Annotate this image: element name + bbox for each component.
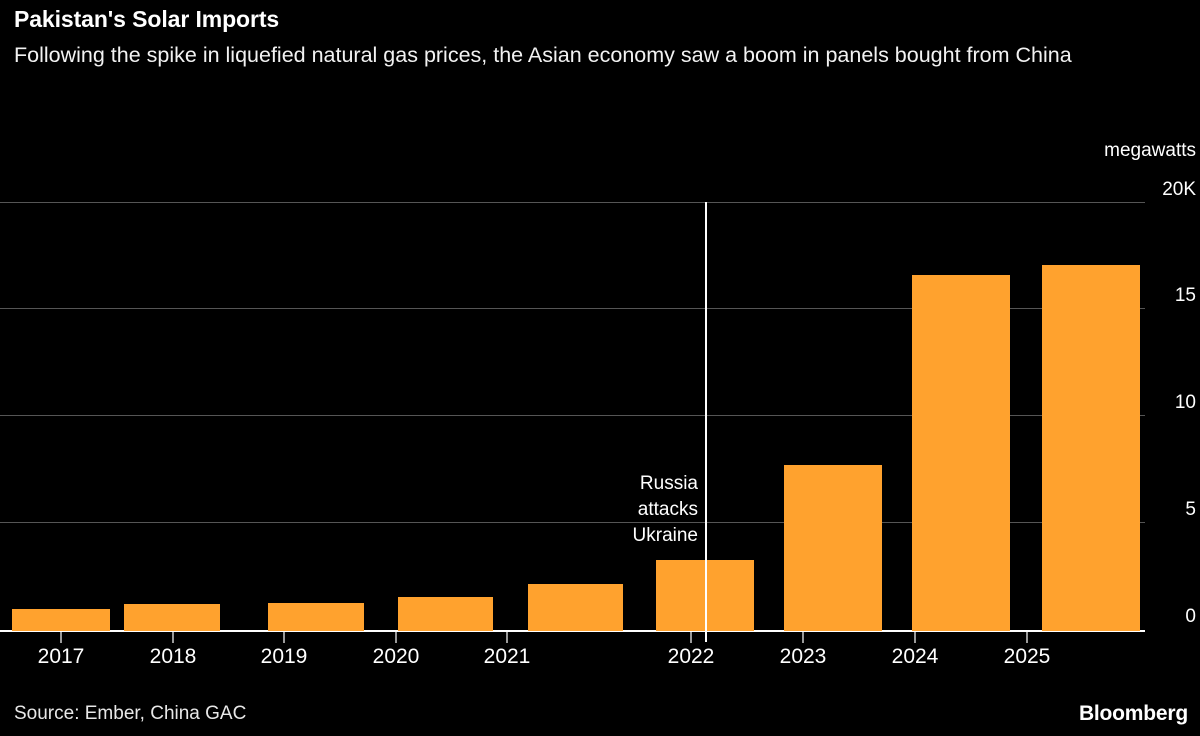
plot-area bbox=[0, 202, 1145, 631]
x-tick-label-2024: 2024 bbox=[891, 645, 939, 668]
bar-2019[interactable] bbox=[268, 603, 364, 631]
x-tick-mark-2024 bbox=[914, 632, 916, 643]
y-tick-label-15000: 15 bbox=[1174, 285, 1196, 306]
x-tick-mark-2018 bbox=[172, 632, 174, 643]
x-tick-label-2023: 2023 bbox=[779, 645, 827, 668]
chart-subheadline: Following the spike in liquefied natural… bbox=[14, 43, 1072, 67]
bar-2017[interactable] bbox=[12, 609, 110, 631]
x-tick-mark-2022 bbox=[690, 632, 692, 643]
bar-series bbox=[12, 265, 1140, 631]
y-tick-label-10000: 10 bbox=[1174, 392, 1196, 413]
x-tick-mark-2017 bbox=[60, 632, 62, 643]
gridline-20000 bbox=[0, 202, 1145, 203]
x-tick-label-2021: 2021 bbox=[483, 645, 531, 668]
x-tick-mark-2020 bbox=[395, 632, 397, 643]
x-tick-mark-2023 bbox=[802, 632, 804, 643]
event-annotation-line-3: Ukraine bbox=[632, 525, 698, 546]
bloomberg-logo: Bloomberg bbox=[1078, 702, 1188, 725]
bar-2023[interactable] bbox=[784, 465, 882, 631]
source-credit: Source: Ember, China GAC bbox=[14, 703, 247, 724]
x-tick-mark-2025 bbox=[1026, 632, 1028, 643]
x-tick-label-2020: 2020 bbox=[372, 645, 420, 668]
gridline-10000 bbox=[0, 415, 1145, 416]
x-tick-label-2025: 2025 bbox=[1003, 645, 1051, 668]
chart-headline: Pakistan's Solar Imports bbox=[14, 6, 280, 32]
gridline-5000 bbox=[0, 522, 1145, 523]
y-tick-label-20000: 20K bbox=[1162, 179, 1196, 200]
x-tick-label-2022: 2022 bbox=[667, 645, 715, 668]
x-tick-label-2018: 2018 bbox=[149, 645, 197, 668]
event-annotation-label: Russia attacks Ukraine bbox=[633, 471, 698, 549]
y-tick-label-0: 0 bbox=[1185, 606, 1196, 627]
gridline-15000 bbox=[0, 308, 1145, 309]
bar-2021[interactable] bbox=[528, 584, 623, 631]
x-tick-mark-2021 bbox=[506, 632, 508, 643]
event-marker-line bbox=[705, 202, 707, 642]
bar-2018[interactable] bbox=[124, 604, 220, 631]
x-tick-mark-2019 bbox=[283, 632, 285, 643]
bar-2025[interactable] bbox=[1042, 265, 1140, 631]
y-tick-label-5000: 5 bbox=[1185, 499, 1196, 520]
event-annotation-line-2: attacks bbox=[637, 499, 698, 520]
y-axis-unit-label: megawatts bbox=[1104, 140, 1196, 161]
bar-2020[interactable] bbox=[398, 597, 493, 631]
x-tick-label-2019: 2019 bbox=[260, 645, 308, 668]
x-tick-label-2017: 2017 bbox=[37, 645, 85, 668]
bar-2024[interactable] bbox=[912, 275, 1010, 631]
event-annotation-line-1: Russia bbox=[639, 473, 698, 494]
